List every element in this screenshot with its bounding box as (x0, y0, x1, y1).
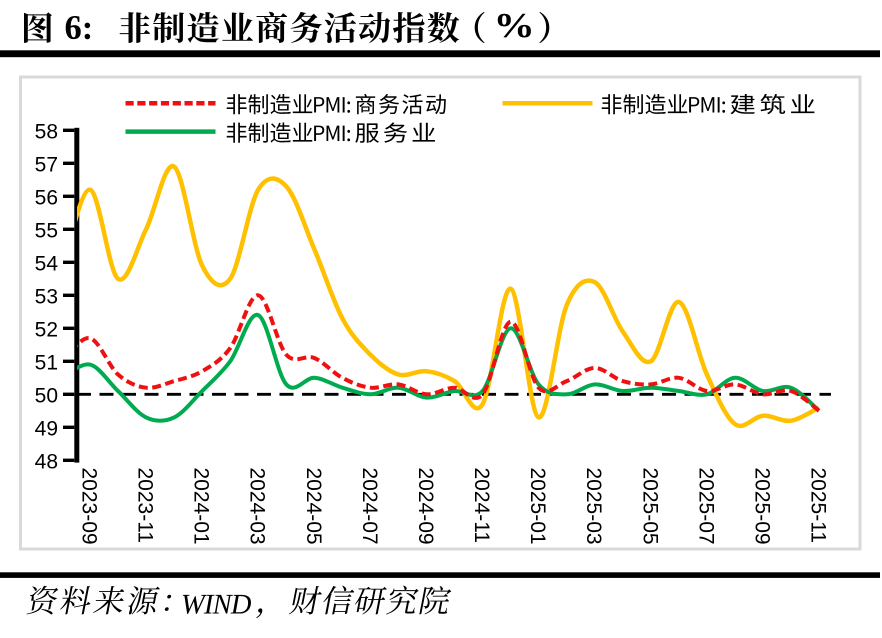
svg-text:51: 51 (35, 351, 58, 374)
svg-text:2024-03: 2024-03 (246, 468, 269, 545)
svg-text:54: 54 (35, 252, 59, 275)
svg-text:2025-01: 2025-01 (526, 468, 549, 545)
svg-text:2025-05: 2025-05 (638, 468, 661, 545)
svg-text:57: 57 (35, 153, 58, 176)
svg-text:2024-07: 2024-07 (358, 468, 381, 545)
svg-text:2025-11: 2025-11 (807, 468, 830, 544)
svg-text:2023-09: 2023-09 (78, 468, 101, 545)
svg-text:2024-05: 2024-05 (302, 468, 325, 545)
svg-text:2024-09: 2024-09 (414, 468, 437, 545)
svg-text:2024-01: 2024-01 (190, 468, 213, 545)
svg-text:2025-03: 2025-03 (582, 468, 605, 545)
svg-text:50: 50 (35, 384, 58, 407)
svg-text:2023-11: 2023-11 (134, 468, 157, 544)
svg-text:52: 52 (35, 318, 58, 341)
svg-text:55: 55 (35, 219, 58, 242)
svg-text:48: 48 (35, 450, 58, 473)
svg-text:53: 53 (35, 285, 58, 308)
svg-text:2024-11: 2024-11 (470, 468, 493, 544)
svg-text:2025-07: 2025-07 (694, 468, 717, 545)
svg-text:49: 49 (35, 417, 58, 440)
svg-text:2025-09: 2025-09 (751, 468, 774, 545)
svg-text:58: 58 (35, 120, 58, 143)
svg-text:56: 56 (35, 186, 58, 209)
